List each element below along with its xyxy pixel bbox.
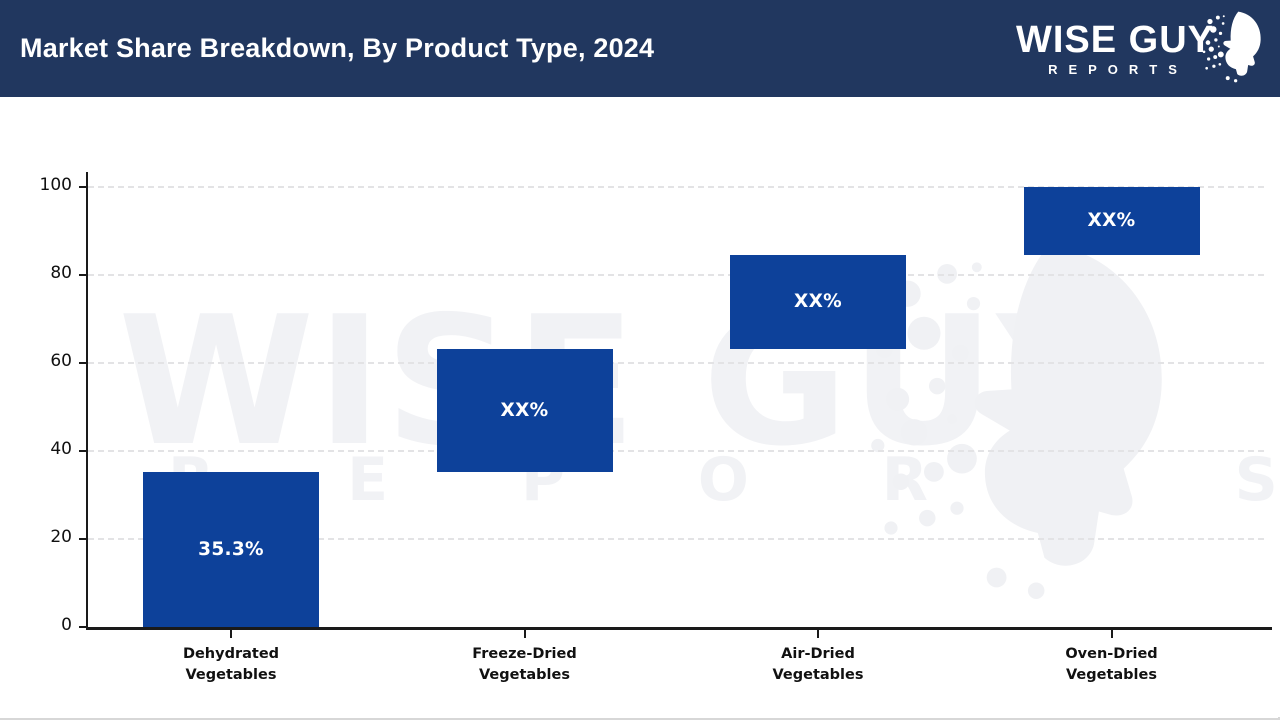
watermark-text-line1: WISE GUY bbox=[118, 278, 1128, 485]
gridline bbox=[88, 450, 1264, 452]
y-tick-mark bbox=[79, 538, 88, 540]
x-tick-mark bbox=[230, 629, 232, 638]
y-tick-label: 80 bbox=[50, 263, 72, 283]
x-category-label: Air-Dried Vegetables bbox=[772, 646, 864, 684]
y-tick-mark bbox=[79, 186, 88, 188]
logo-text: WISE GUY REPORTS bbox=[1016, 21, 1214, 77]
chart-title: Market Share Breakdown, By Product Type,… bbox=[20, 33, 655, 63]
y-tick-mark bbox=[79, 450, 88, 452]
bar-value-label: XX% bbox=[500, 399, 549, 421]
bar: XX% bbox=[1023, 187, 1200, 255]
y-axis-line bbox=[86, 172, 88, 629]
x-axis-line bbox=[86, 627, 1272, 630]
wise-guy-logo: WISE GUY REPORTS bbox=[1016, 9, 1266, 88]
bar: XX% bbox=[730, 254, 906, 349]
header: Market Share Breakdown, By Product Type,… bbox=[0, 0, 1280, 97]
y-tick-label: 100 bbox=[39, 175, 72, 195]
y-tick-mark bbox=[79, 626, 88, 628]
y-tick-mark bbox=[79, 274, 88, 276]
watermark-face-icon bbox=[858, 229, 1188, 629]
bar-value-label: XX% bbox=[1087, 210, 1136, 232]
gridline bbox=[88, 186, 1264, 188]
x-category-label: Freeze-Dried Vegetables bbox=[472, 646, 577, 684]
bar-value-label: XX% bbox=[794, 291, 842, 313]
chart-area: WISE GUY R E P O R T S 0 20 40 60 80 100 35.3%… bbox=[0, 97, 1280, 717]
y-tick-label: 40 bbox=[50, 439, 72, 459]
gridline bbox=[88, 538, 1264, 540]
gridline bbox=[88, 362, 1264, 364]
y-tick-label: 60 bbox=[50, 351, 72, 371]
x-tick-mark bbox=[1110, 629, 1113, 638]
bar-value-label: 35.3% bbox=[198, 538, 264, 560]
y-tick-mark bbox=[79, 362, 88, 364]
logo-subtitle: REPORTS bbox=[1048, 61, 1188, 77]
logo-wordmark: WISE GUY bbox=[1015, 18, 1214, 61]
x-tick-mark bbox=[817, 629, 819, 638]
x-category-label: Dehydrated Vegetables bbox=[182, 646, 280, 684]
bar: 35.3% bbox=[143, 471, 319, 627]
x-tick-mark bbox=[523, 629, 526, 638]
bar: XX% bbox=[436, 348, 613, 472]
y-tick-label: 0 bbox=[61, 615, 72, 635]
gridline bbox=[88, 274, 1264, 276]
y-tick-label: 20 bbox=[50, 527, 72, 547]
x-category-label: Oven-Dried Vegetables bbox=[1065, 646, 1158, 684]
